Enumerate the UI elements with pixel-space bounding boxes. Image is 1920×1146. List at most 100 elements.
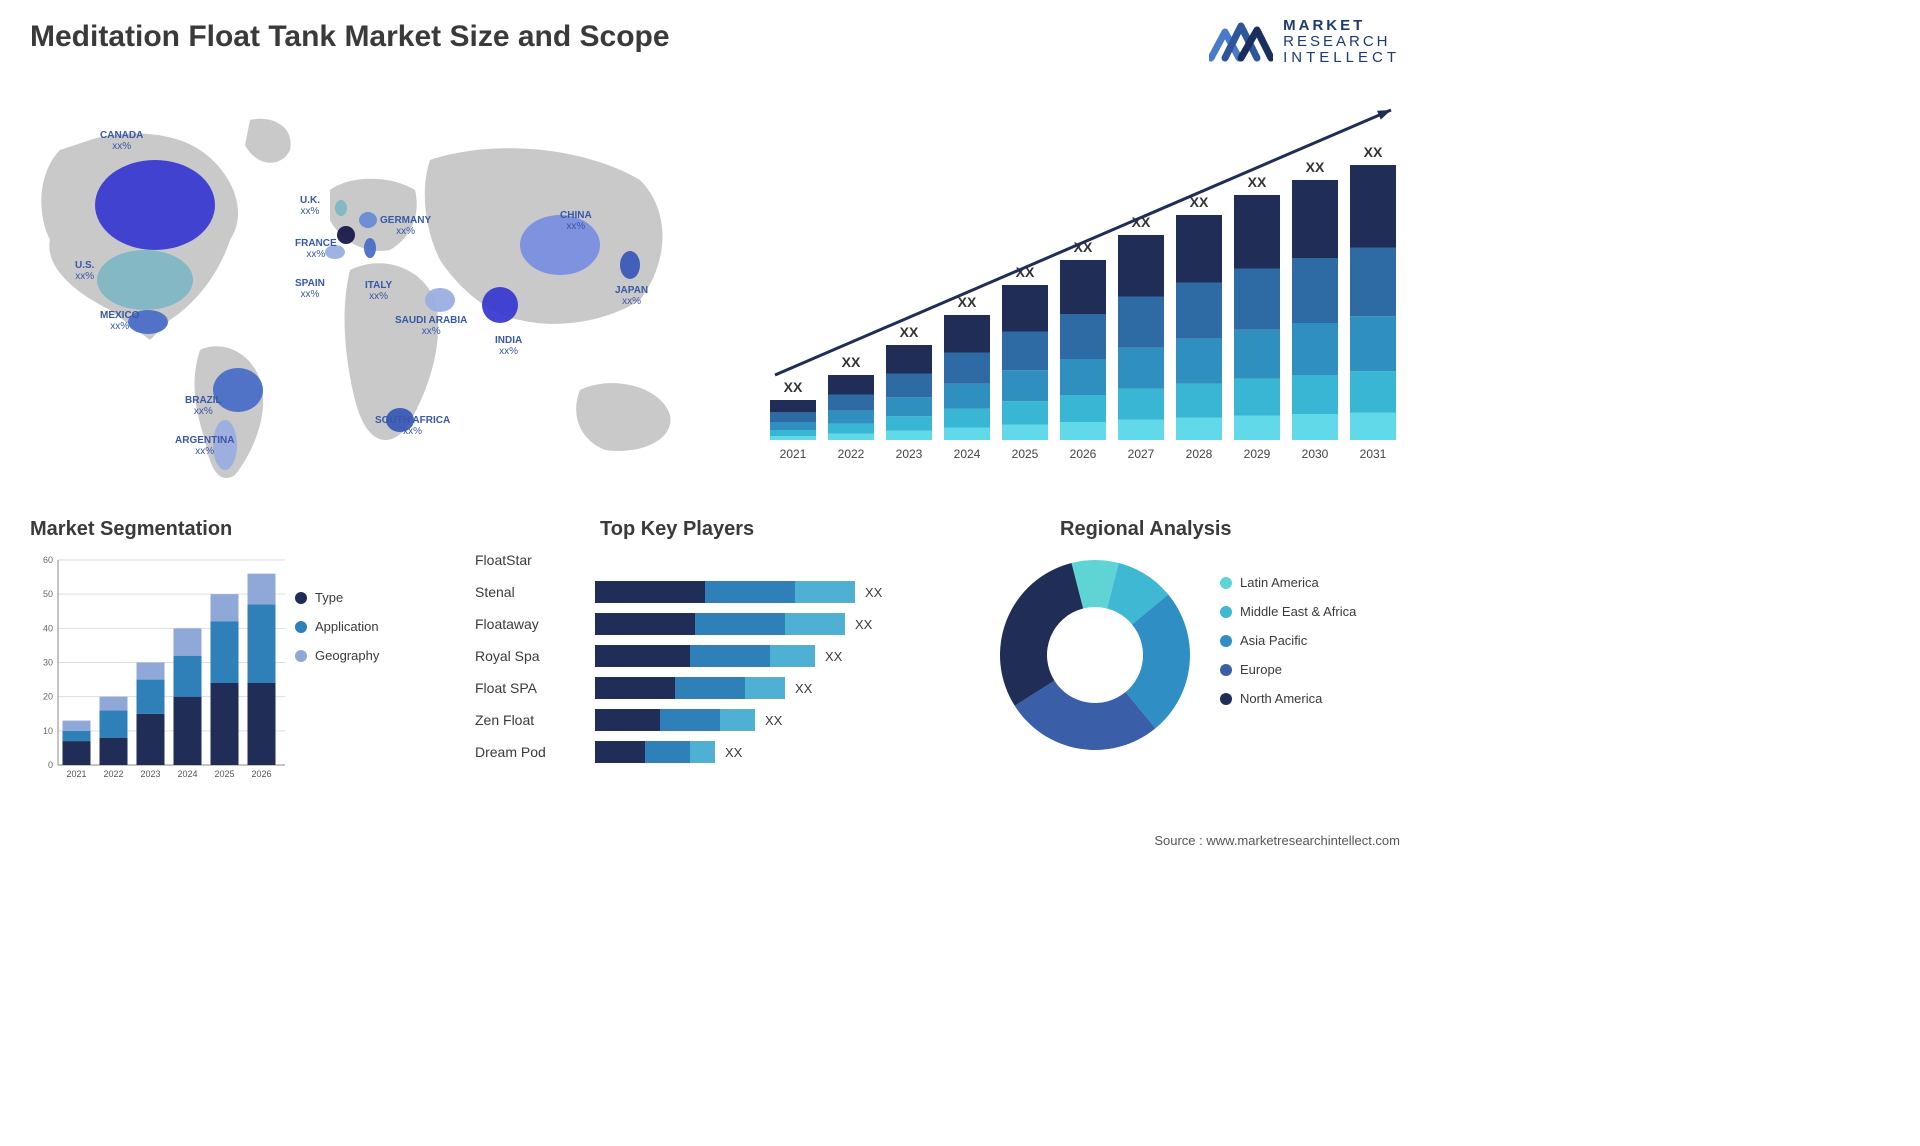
svg-text:2026: 2026 xyxy=(1070,447,1097,461)
svg-text:2031: 2031 xyxy=(1360,447,1387,461)
key-player-bar xyxy=(595,677,785,699)
svg-text:2029: 2029 xyxy=(1244,447,1271,461)
segmentation-legend: Type Application Geography xyxy=(295,590,379,677)
segmentation-svg: 0 10 20 30 40 50 60 2021 2022 2023 2024 2025 2026 xyxy=(30,550,290,790)
key-player-name: Stenal xyxy=(475,584,595,600)
world-map: CANADAxx% U.S.xx% MEXICOxx% BRAZILxx% ARGENT… xyxy=(20,90,720,490)
svg-text:20: 20 xyxy=(43,692,53,702)
legend-item: Type xyxy=(295,590,379,605)
regional-chart: Latin America Middle East & Africa Asia Pa… xyxy=(990,545,1410,815)
svg-text:60: 60 xyxy=(43,555,53,565)
logo-icon xyxy=(1209,18,1273,66)
key-player-row: Floataway XX xyxy=(475,609,955,639)
donut-svg xyxy=(990,545,1200,755)
source-attribution: Source : www.marketresearchintellect.com xyxy=(1154,833,1400,848)
segmentation-title: Market Segmentation xyxy=(30,518,232,541)
map-label: CANADAxx% xyxy=(100,130,143,152)
key-player-bar xyxy=(595,709,755,731)
map-label: U.K.xx% xyxy=(300,195,320,217)
map-label: CHINAxx% xyxy=(560,210,592,232)
legend-item: Asia Pacific xyxy=(1220,633,1356,648)
svg-text:2022: 2022 xyxy=(103,769,123,779)
key-player-value: XX xyxy=(765,713,782,728)
svg-text:XX: XX xyxy=(1306,159,1325,175)
map-label: INDIAxx% xyxy=(495,335,522,357)
svg-text:XX: XX xyxy=(784,379,803,395)
regional-legend: Latin America Middle East & Africa Asia Pa… xyxy=(1220,575,1356,720)
key-player-name: Floataway xyxy=(475,616,595,632)
svg-text:2021: 2021 xyxy=(66,769,86,779)
key-player-bar xyxy=(595,613,845,635)
svg-text:2027: 2027 xyxy=(1128,447,1155,461)
key-player-row: Stenal XX xyxy=(475,577,955,607)
map-label: SAUDI ARABIAxx% xyxy=(395,315,467,337)
key-player-bar xyxy=(595,741,715,763)
legend-item: Application xyxy=(295,619,379,634)
svg-text:10: 10 xyxy=(43,726,53,736)
svg-text:2030: 2030 xyxy=(1302,447,1329,461)
brand-logo: MARKET RESEARCH INTELLECT xyxy=(1209,18,1400,66)
key-player-bar xyxy=(595,581,855,603)
key-player-name: FloatStar xyxy=(475,552,595,568)
key-player-value: XX xyxy=(795,681,812,696)
svg-text:0: 0 xyxy=(48,760,53,770)
svg-text:XX: XX xyxy=(1248,174,1267,190)
svg-text:40: 40 xyxy=(43,623,53,633)
legend-item: North America xyxy=(1220,691,1356,706)
svg-text:50: 50 xyxy=(43,589,53,599)
map-label: SPAINxx% xyxy=(295,278,325,300)
regional-title: Regional Analysis xyxy=(1060,518,1232,541)
logo-line1: MARKET xyxy=(1283,18,1400,34)
logo-text: MARKET RESEARCH INTELLECT xyxy=(1283,18,1400,65)
segmentation-chart: 0 10 20 30 40 50 60 2021 2022 2023 2024 2025 2026 Ty… xyxy=(30,550,450,810)
svg-text:2025: 2025 xyxy=(1012,447,1039,461)
key-player-value: XX xyxy=(865,585,882,600)
key-player-name: Zen Float xyxy=(475,712,595,728)
key-player-row: Dream Pod XX xyxy=(475,737,955,767)
logo-line2: RESEARCH xyxy=(1283,34,1400,50)
key-player-name: Royal Spa xyxy=(475,648,595,664)
map-label: JAPANxx% xyxy=(615,285,648,307)
key-player-bar xyxy=(595,645,815,667)
svg-text:XX: XX xyxy=(900,324,919,340)
svg-text:2024: 2024 xyxy=(954,447,981,461)
logo-line3: INTELLECT xyxy=(1283,50,1400,66)
svg-text:2028: 2028 xyxy=(1186,447,1213,461)
key-player-value: XX xyxy=(855,617,872,632)
key-player-row: Zen Float XX xyxy=(475,705,955,735)
map-label: SOUTH AFRICAxx% xyxy=(375,415,450,437)
svg-text:2023: 2023 xyxy=(140,769,160,779)
key-player-value: XX xyxy=(725,745,742,760)
svg-text:XX: XX xyxy=(1364,144,1383,160)
map-label: FRANCExx% xyxy=(295,238,337,260)
map-label: BRAZILxx% xyxy=(185,395,222,417)
legend-item: Latin America xyxy=(1220,575,1356,590)
map-label: ITALYxx% xyxy=(365,280,392,302)
svg-text:XX: XX xyxy=(842,354,861,370)
map-label: ARGENTINAxx% xyxy=(175,435,234,457)
svg-text:2023: 2023 xyxy=(896,447,923,461)
key-player-row: FloatStar xyxy=(475,545,955,575)
key-player-name: Dream Pod xyxy=(475,744,595,760)
legend-item: Europe xyxy=(1220,662,1356,677)
page-title: Meditation Float Tank Market Size and Sc… xyxy=(30,20,670,54)
key-players-chart: FloatStarStenalXXFloatawayXXRoyal SpaXXF… xyxy=(475,545,955,815)
map-label: U.S.xx% xyxy=(75,260,94,282)
svg-text:2022: 2022 xyxy=(838,447,865,461)
key-player-name: Float SPA xyxy=(475,680,595,696)
map-label: GERMANYxx% xyxy=(380,215,431,237)
key-player-row: Float SPA XX xyxy=(475,673,955,703)
key-player-value: XX xyxy=(825,649,842,664)
main-chart-svg: XX2021XX2022XX2023XX2024XX2025XX2026XX20… xyxy=(760,100,1400,470)
svg-text:2026: 2026 xyxy=(251,769,271,779)
legend-item: Middle East & Africa xyxy=(1220,604,1356,619)
svg-text:2021: 2021 xyxy=(780,447,807,461)
main-growth-chart: XX2021XX2022XX2023XX2024XX2025XX2026XX20… xyxy=(760,100,1400,470)
legend-item: Geography xyxy=(295,648,379,663)
svg-text:30: 30 xyxy=(43,658,53,668)
map-label: MEXICOxx% xyxy=(100,310,139,332)
key-players-title: Top Key Players xyxy=(600,518,754,541)
svg-text:2024: 2024 xyxy=(177,769,197,779)
key-player-row: Royal Spa XX xyxy=(475,641,955,671)
svg-text:2025: 2025 xyxy=(214,769,234,779)
